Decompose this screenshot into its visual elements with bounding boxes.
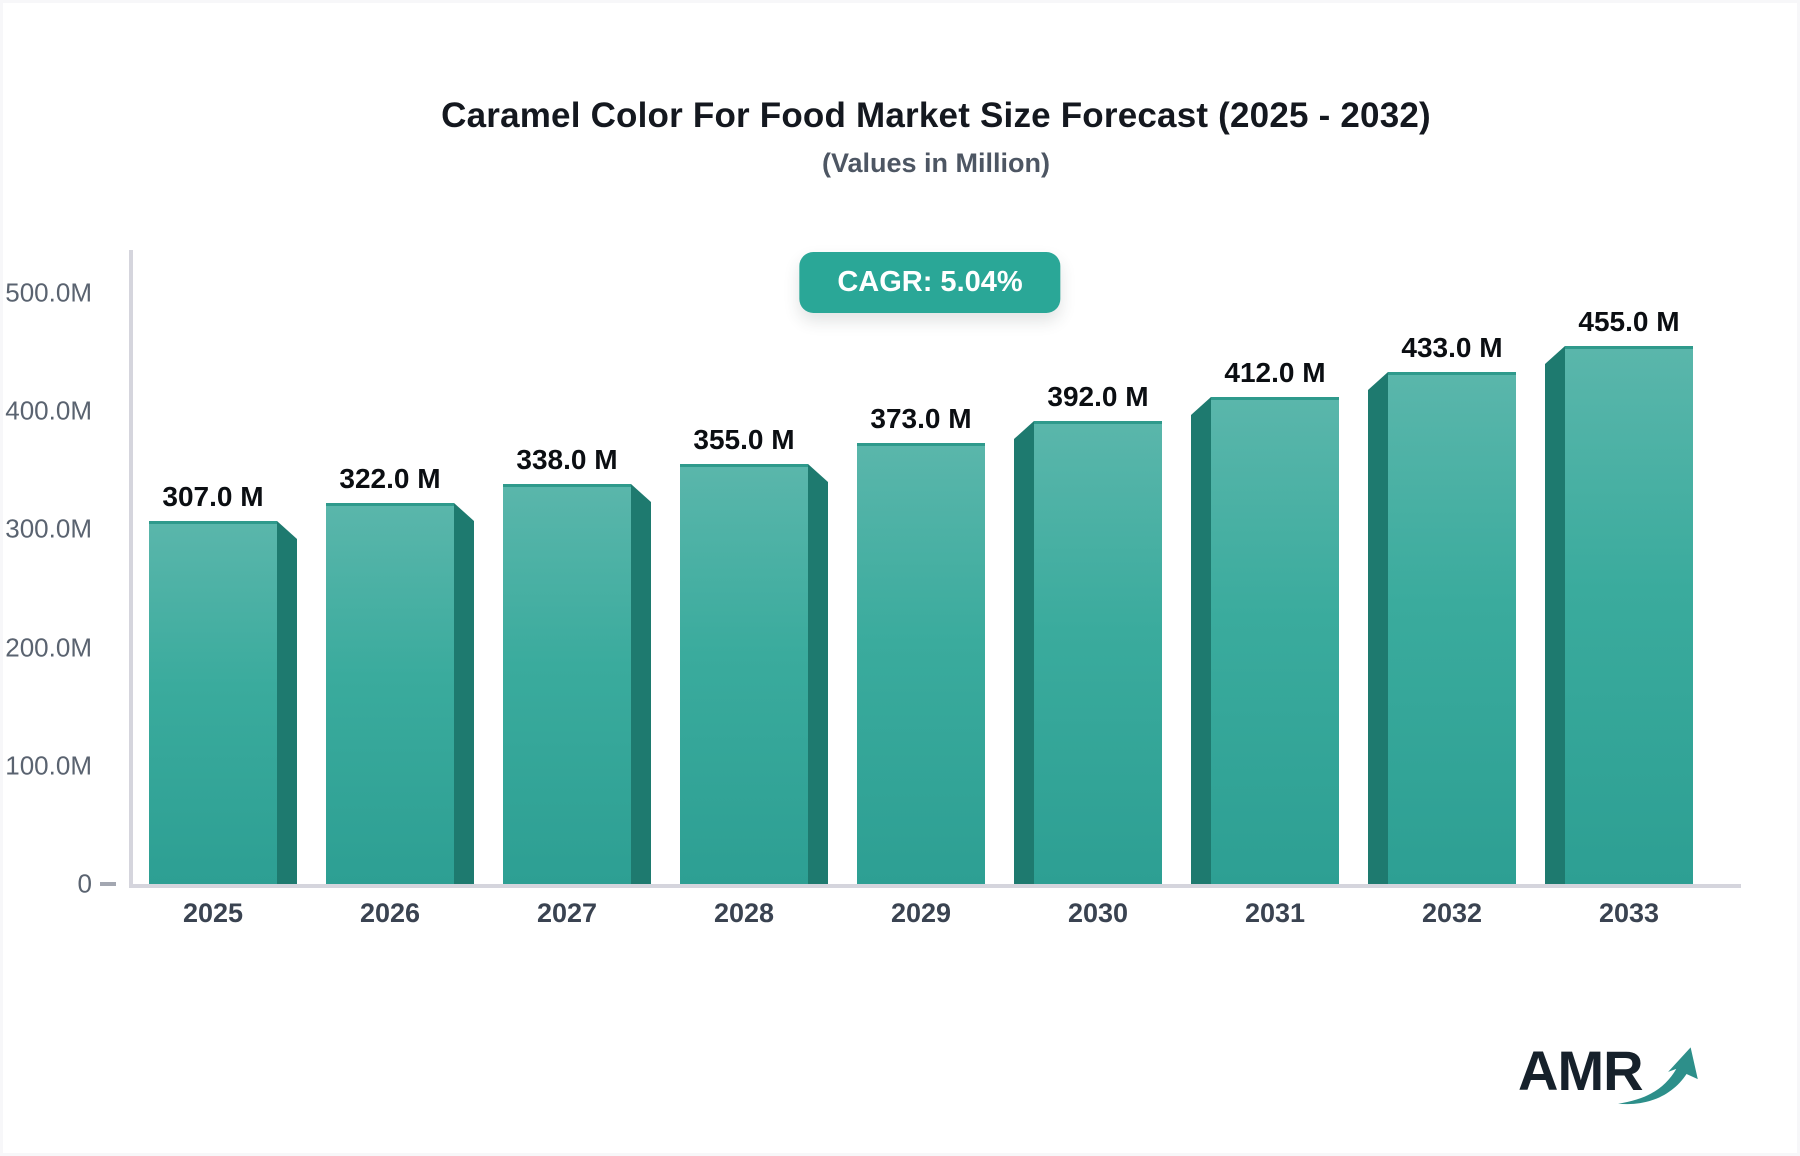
- x-axis-label-2025: 2025: [182, 898, 244, 928]
- chart-title: Caramel Color For Food Market Size Forec…: [441, 96, 1431, 135]
- x-axis-label-2032: 2032: [1421, 898, 1483, 928]
- bar-value-label-2030: 392.0 M: [1047, 381, 1149, 412]
- x-axis-label-2026: 2026: [359, 898, 421, 928]
- bar-2029: [857, 443, 985, 884]
- y-axis-label-500: 500.0M: [5, 277, 92, 308]
- bar-2033: [1565, 346, 1693, 884]
- bar-value-label-2025: 307.0 M: [162, 481, 264, 512]
- bar-3d-side-2033: [1545, 346, 1565, 884]
- bar-2030: [1034, 421, 1162, 884]
- x-axis-label-2027: 2027: [536, 898, 598, 928]
- amr-logo: AMR: [1518, 1030, 1708, 1116]
- y-axis-label-200: 200.0M: [5, 632, 92, 663]
- bar-2032: [1388, 372, 1516, 884]
- bar-3d-side-2032: [1368, 372, 1388, 884]
- x-axis-label-2030: 2030: [1067, 898, 1129, 928]
- bar-2026: [326, 503, 454, 884]
- bar-value-label-2028: 355.0 M: [693, 424, 795, 455]
- bar-3d-side-2031: [1191, 397, 1211, 884]
- y-axis-label-400: 400.0M: [5, 395, 92, 426]
- bar-3d-side-2028: [808, 464, 828, 884]
- bar-2031: [1211, 397, 1339, 884]
- bar-value-label-2032: 433.0 M: [1401, 332, 1503, 363]
- y-axis-line: [129, 250, 133, 888]
- y-axis-label-0: 0: [77, 868, 92, 899]
- bar-value-label-2031: 412.0 M: [1224, 357, 1326, 388]
- bar-3d-side-2030: [1014, 421, 1034, 884]
- y-axis-label-300: 300.0M: [5, 513, 92, 544]
- chart-subtitle: (Values in Million): [821, 148, 1051, 178]
- y-axis-zero-tick: [100, 882, 116, 886]
- bar-2025: [149, 521, 277, 884]
- cagr-badge: CAGR: 5.04%: [799, 252, 1061, 313]
- bar-value-label-2027: 338.0 M: [516, 444, 618, 475]
- x-axis-line: [129, 884, 1741, 888]
- y-axis-label-100: 100.0M: [5, 750, 92, 781]
- x-axis-label-2029: 2029: [890, 898, 952, 928]
- bar-3d-side-2026: [454, 503, 474, 884]
- bar-value-label-2026: 322.0 M: [339, 463, 441, 494]
- bar-2027: [503, 484, 631, 884]
- bar-value-label-2029: 373.0 M: [870, 403, 972, 434]
- amr-logo-text: AMR: [1518, 1039, 1644, 1102]
- growth-arrow-icon: [1618, 1047, 1698, 1105]
- x-axis-label-2028: 2028: [713, 898, 775, 928]
- bar-2028: [680, 464, 808, 884]
- bar-3d-side-2027: [631, 484, 651, 884]
- x-axis-label-2031: 2031: [1244, 898, 1306, 928]
- bar-value-label-2033: 455.0 M: [1578, 306, 1680, 337]
- bar-3d-side-2025: [277, 521, 297, 884]
- x-axis-label-2033: 2033: [1598, 898, 1660, 928]
